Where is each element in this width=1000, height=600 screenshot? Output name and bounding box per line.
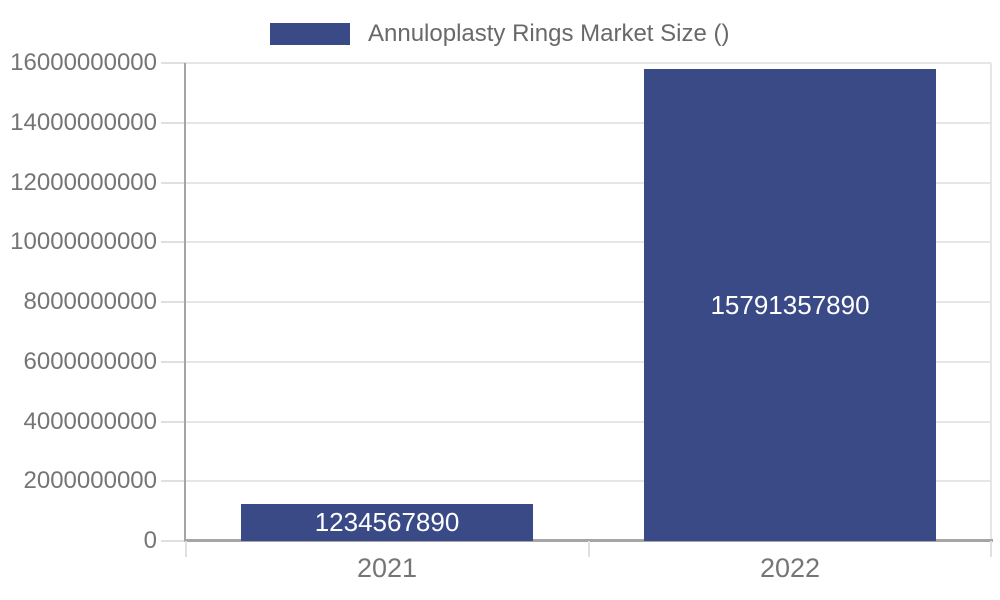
y-axis-tick: [161, 361, 186, 363]
y-axis-tick: [161, 62, 186, 64]
legend-swatch: [270, 23, 350, 45]
gridline: [186, 241, 991, 243]
legend-title: Annuloplasty Rings Market Size (): [368, 20, 730, 47]
y-axis-tick-label: 16000000000: [10, 49, 157, 76]
y-axis-tick-label: 12000000000: [10, 169, 157, 196]
gridline: [186, 421, 991, 423]
gridline: [186, 182, 991, 184]
y-axis-tick-label: 8000000000: [23, 288, 157, 315]
y-axis-tick-label: 14000000000: [10, 109, 157, 136]
y-axis-tick: [161, 182, 186, 184]
bar-2021[interactable]: 1234567890: [241, 504, 533, 541]
bar-value-label-2022: 15791357890: [710, 289, 870, 320]
y-axis-line: [184, 63, 186, 541]
x-axis-tick: [588, 541, 590, 557]
y-axis-tick: [161, 122, 186, 124]
y-axis-tick-label: 4000000000: [23, 408, 157, 435]
x-axis-tick: [990, 541, 992, 557]
gridline: [186, 361, 991, 363]
gridline: [186, 122, 991, 124]
y-axis-tick: [161, 421, 186, 423]
y-axis-tick: [161, 301, 186, 303]
gridline: [186, 62, 991, 64]
y-axis-tick-label: 0: [143, 527, 157, 554]
gridline: [186, 480, 991, 482]
bar-2022[interactable]: 15791357890: [644, 69, 936, 541]
x-axis-line: [184, 539, 993, 542]
bar-value-label-2021: 1234567890: [314, 507, 460, 537]
legend[interactable]: Annuloplasty Rings Market Size (): [270, 20, 729, 48]
y-axis-tick: [161, 241, 186, 243]
y-axis-tick: [161, 540, 186, 542]
y-axis-tick-label: 10000000000: [10, 228, 157, 255]
y-axis-tick-label: 6000000000: [23, 348, 157, 375]
x-axis-label-2021: 2021: [356, 553, 418, 583]
gridline: [186, 301, 991, 303]
plot-right-border: [990, 63, 992, 541]
x-axis-label-2022: 2022: [759, 553, 821, 583]
y-axis-tick-label: 2000000000: [23, 467, 157, 494]
x-axis-tick: [185, 541, 187, 557]
y-axis-tick: [161, 480, 186, 482]
